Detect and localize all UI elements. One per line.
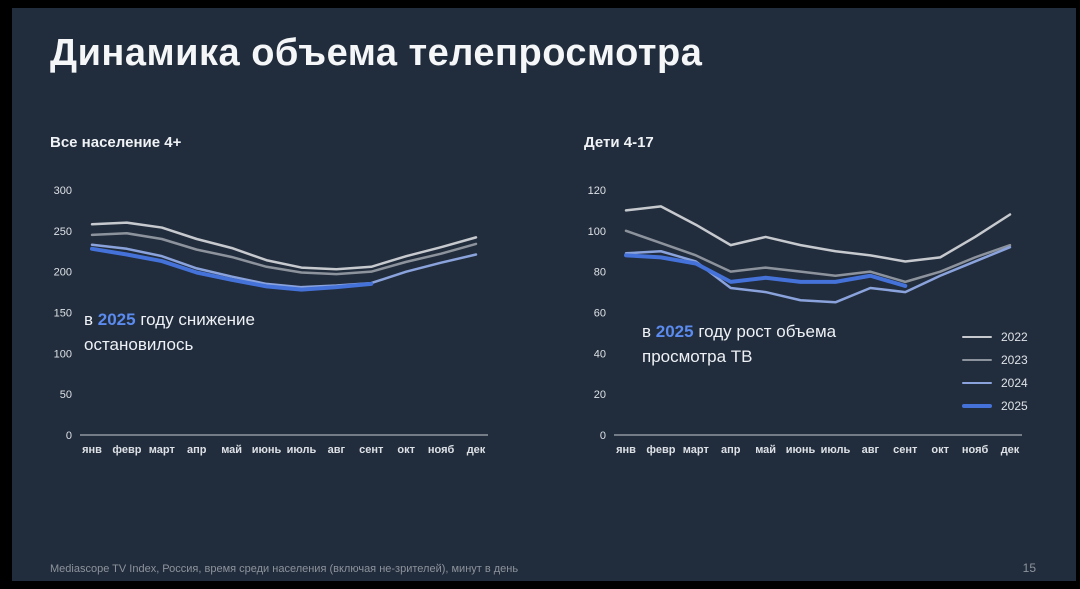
svg-text:250: 250 [54, 226, 72, 238]
chart-population: 0 50 100 150 200 250 300 янв февр март апр май июнь и… [44, 180, 504, 480]
svg-text:окт: окт [397, 444, 415, 456]
legend-label: 2022 [1001, 330, 1028, 344]
legend-item: 2022 [962, 330, 1028, 344]
legend-line-2025-icon [962, 404, 992, 408]
annotation-year: 2025 [655, 322, 694, 341]
line-chart-population: 0 50 100 150 200 250 300 янв февр март апр май июнь и… [54, 185, 488, 456]
svg-text:0: 0 [600, 430, 606, 442]
svg-text:80: 80 [594, 267, 606, 279]
annotation-text-suffix: году рост объема просмотра ТВ [642, 322, 837, 366]
svg-text:янв: янв [616, 444, 636, 456]
svg-text:0: 0 [66, 430, 72, 442]
svg-text:март: март [149, 444, 176, 456]
svg-text:сент: сент [893, 444, 918, 456]
svg-text:нояб: нояб [428, 444, 455, 456]
svg-text:50: 50 [60, 389, 72, 401]
legend-label: 2025 [1001, 399, 1028, 413]
chart-legend: 2022 2023 2024 2025 [962, 330, 1028, 422]
page-title: Динамика объема телепросмотра [50, 32, 703, 74]
svg-text:март: март [683, 444, 710, 456]
annotation-population: в 2025 году снижение остановилось [84, 308, 312, 357]
legend-line-2023-icon [962, 358, 992, 362]
svg-text:40: 40 [594, 348, 606, 360]
svg-text:150: 150 [54, 308, 72, 320]
slide: Динамика объема телепросмотра Все населе… [12, 8, 1076, 581]
svg-text:май: май [755, 444, 776, 456]
chart-title-population: Все население 4+ [50, 134, 182, 151]
svg-text:100: 100 [588, 226, 606, 238]
svg-text:60: 60 [594, 308, 606, 320]
svg-text:май: май [221, 444, 242, 456]
svg-text:янв: янв [82, 444, 102, 456]
line-chart-children: 0 20 40 60 80 100 120 янв февр март апр май июнь июль… [588, 185, 1022, 456]
svg-text:дек: дек [1001, 444, 1020, 456]
svg-text:300: 300 [54, 185, 72, 197]
svg-text:июль: июль [821, 444, 851, 456]
legend-label: 2023 [1001, 353, 1028, 367]
svg-text:авг: авг [862, 444, 880, 456]
annotation-children: в 2025 году рост объема просмотра ТВ [642, 320, 880, 369]
svg-text:200: 200 [54, 267, 72, 279]
svg-text:апр: апр [187, 444, 207, 456]
svg-text:100: 100 [54, 348, 72, 360]
chart-children: 0 20 40 60 80 100 120 янв февр март апр май июнь июль… [578, 180, 1038, 480]
svg-text:июнь: июнь [786, 444, 816, 456]
svg-text:февр: февр [112, 444, 141, 456]
svg-text:авг: авг [328, 444, 346, 456]
svg-text:дек: дек [467, 444, 486, 456]
annotation-text-suffix: году снижение остановилось [84, 310, 255, 354]
legend-line-2022-icon [962, 335, 992, 339]
legend-label: 2024 [1001, 376, 1028, 390]
page-number: 15 [1022, 561, 1036, 575]
svg-text:нояб: нояб [962, 444, 989, 456]
svg-text:июль: июль [287, 444, 317, 456]
legend-item: 2023 [962, 353, 1028, 367]
svg-text:сент: сент [359, 444, 384, 456]
legend-item: 2025 [962, 399, 1028, 413]
svg-text:20: 20 [594, 389, 606, 401]
annotation-text-prefix: в [642, 322, 656, 341]
svg-text:апр: апр [721, 444, 741, 456]
annotation-text-prefix: в [84, 310, 98, 329]
svg-text:июнь: июнь [252, 444, 282, 456]
svg-text:окт: окт [931, 444, 949, 456]
svg-text:120: 120 [588, 185, 606, 197]
svg-text:февр: февр [646, 444, 675, 456]
annotation-year: 2025 [97, 310, 136, 329]
chart-title-children: Дети 4-17 [584, 134, 654, 151]
legend-item: 2024 [962, 376, 1028, 390]
source-note: Mediascope TV Index, Россия, время среди… [50, 563, 519, 575]
legend-line-2024-icon [962, 381, 992, 385]
